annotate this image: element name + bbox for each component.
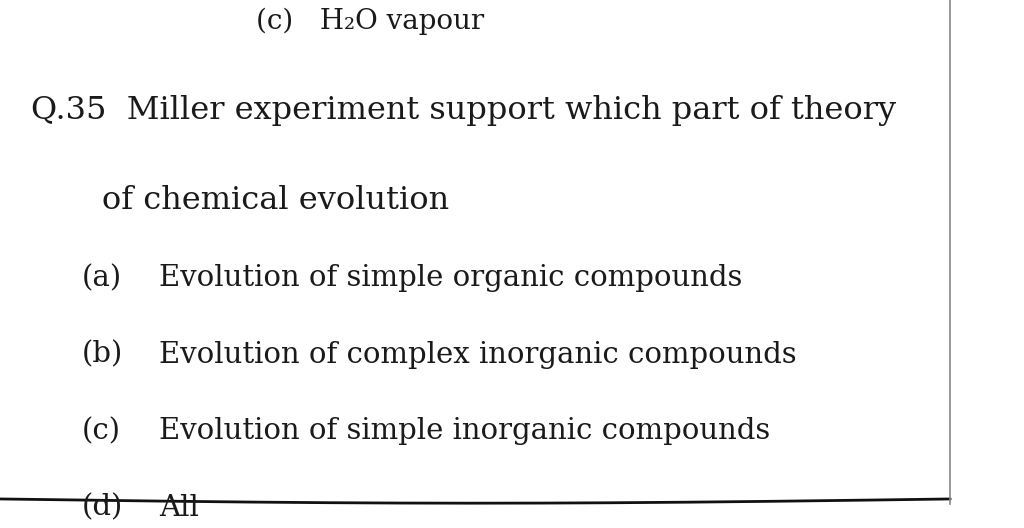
Text: of chemical evolution: of chemical evolution [31, 185, 449, 216]
Text: (c)   H₂O vapour: (c) H₂O vapour [256, 8, 484, 35]
Text: (d): (d) [82, 494, 123, 522]
Text: Evolution of simple organic compounds: Evolution of simple organic compounds [159, 264, 742, 292]
Text: All: All [159, 494, 199, 522]
Text: (a): (a) [82, 264, 122, 292]
Text: Evolution of simple inorganic compounds: Evolution of simple inorganic compounds [159, 417, 770, 445]
Text: Evolution of complex inorganic compounds: Evolution of complex inorganic compounds [159, 341, 797, 369]
Text: (c): (c) [82, 417, 121, 445]
Text: Q.35  Miller experiment support which part of theory: Q.35 Miller experiment support which par… [31, 95, 896, 126]
Text: (b): (b) [82, 341, 123, 369]
